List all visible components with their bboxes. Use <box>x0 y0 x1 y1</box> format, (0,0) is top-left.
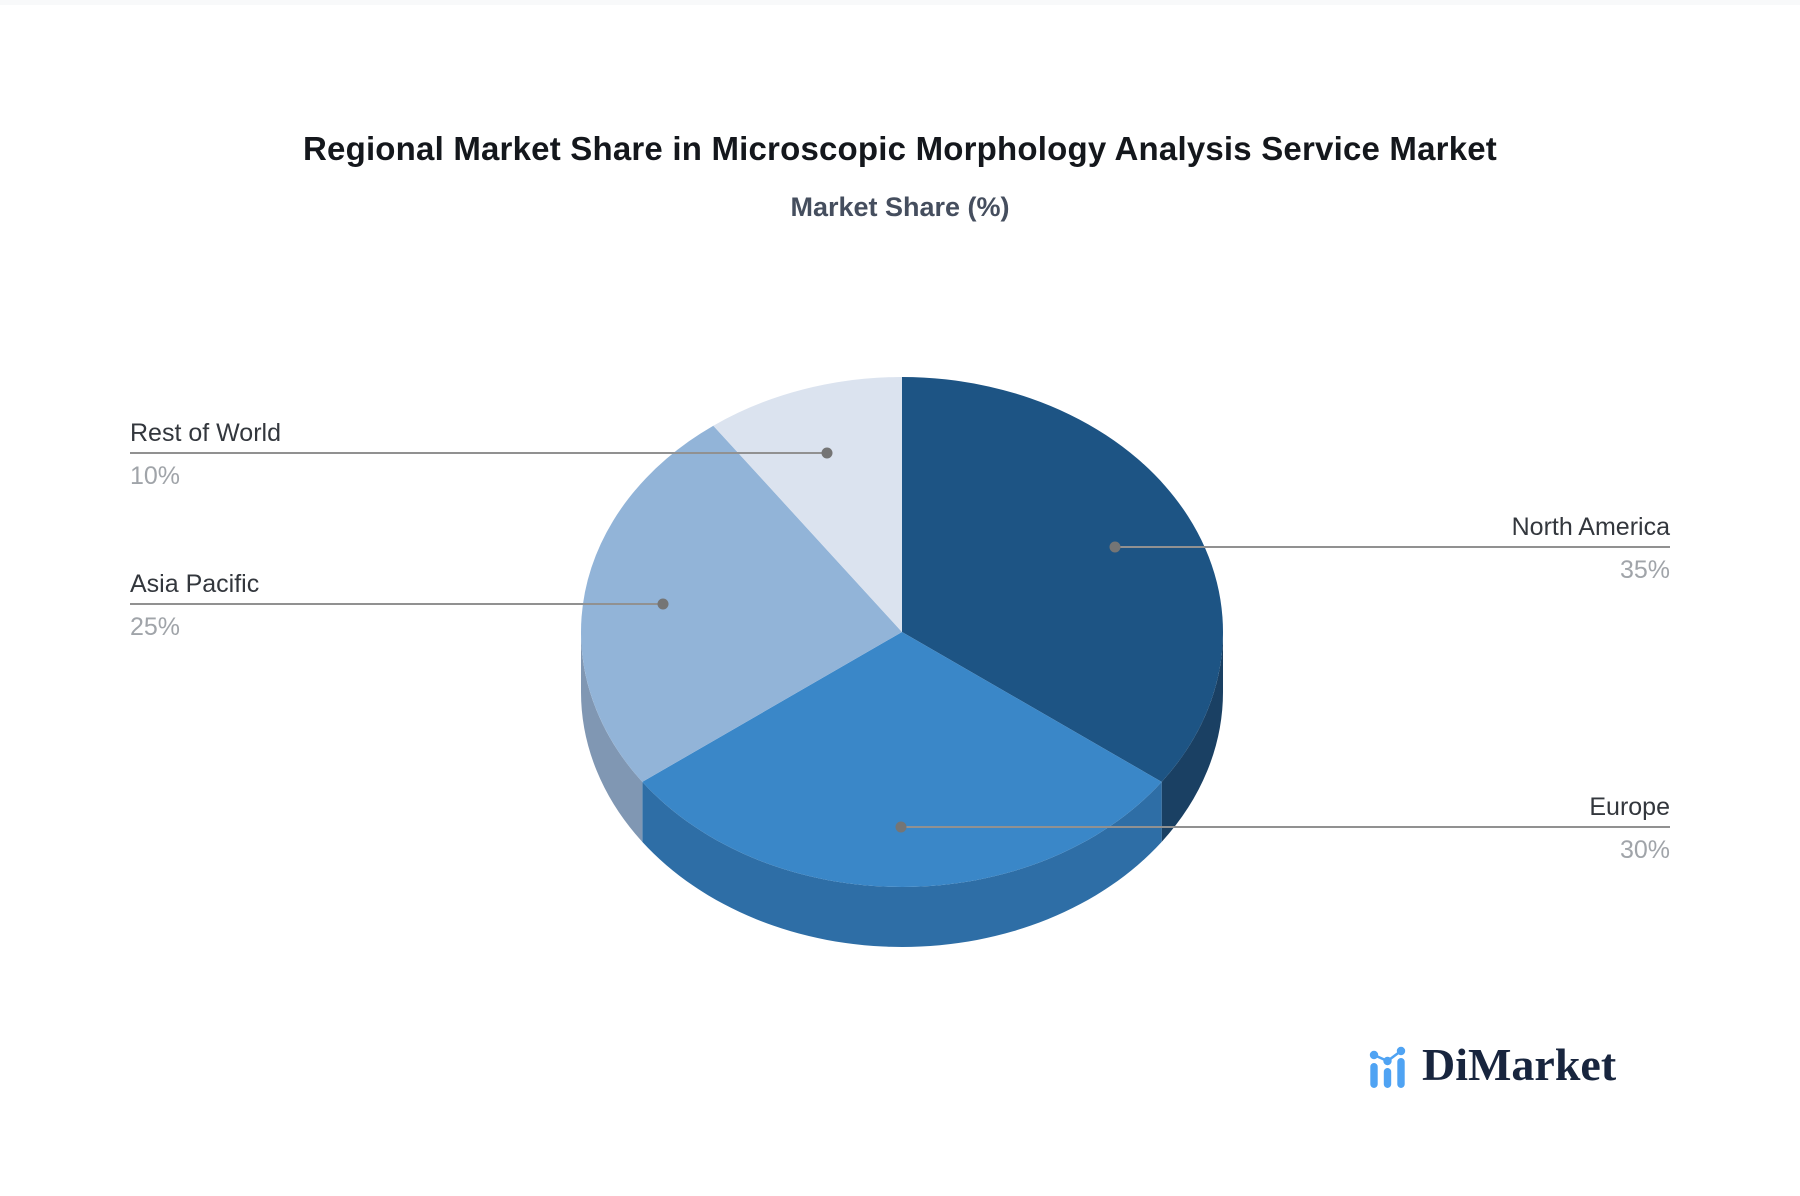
callout-label: Asia Pacific <box>130 570 260 598</box>
chart-title: Regional Market Share in Microscopic Mor… <box>303 130 1497 167</box>
bar-chart-logo-icon <box>1369 1046 1406 1088</box>
pie-slice-north-america <box>902 377 1224 782</box>
callout-europe: Europe 30% <box>1250 793 1670 864</box>
callout-value: 25% <box>130 613 181 641</box>
callout-label: Europe <box>1589 793 1670 821</box>
callout-asia-pacific: Asia Pacific 25% <box>130 570 550 641</box>
callout-value: 30% <box>1619 836 1670 864</box>
callout-rest-of-world: Rest of World 10% <box>130 419 550 490</box>
callout-north-america: North America 35% <box>1250 513 1670 584</box>
callout-label: North America <box>1511 513 1670 541</box>
callout-label: Rest of World <box>130 419 281 447</box>
callout-value: 35% <box>1619 556 1670 584</box>
callout-value: 10% <box>130 462 181 490</box>
pie-side-north-america <box>1161 632 1223 842</box>
chart-subtitle: Market Share (%) <box>790 192 1010 222</box>
pie-slice-asia-pacific <box>580 425 902 782</box>
callout-dot-asia-pacific <box>657 598 669 610</box>
page-top-edge <box>0 0 1800 5</box>
dimarket-logo: DiMarket <box>1365 1041 1616 1089</box>
callout-dot-north-america <box>1109 541 1121 553</box>
callout-dot-europe <box>895 821 907 833</box>
pie-side-europe <box>642 781 1162 948</box>
logo-text: DiMarket <box>1422 1039 1617 1090</box>
pie-slice-rest-of-world <box>713 377 902 632</box>
pie-side-asia-pacific <box>581 632 643 842</box>
pie-slice-europe <box>642 632 1162 888</box>
callout-dot-rest-of-world <box>821 447 833 459</box>
